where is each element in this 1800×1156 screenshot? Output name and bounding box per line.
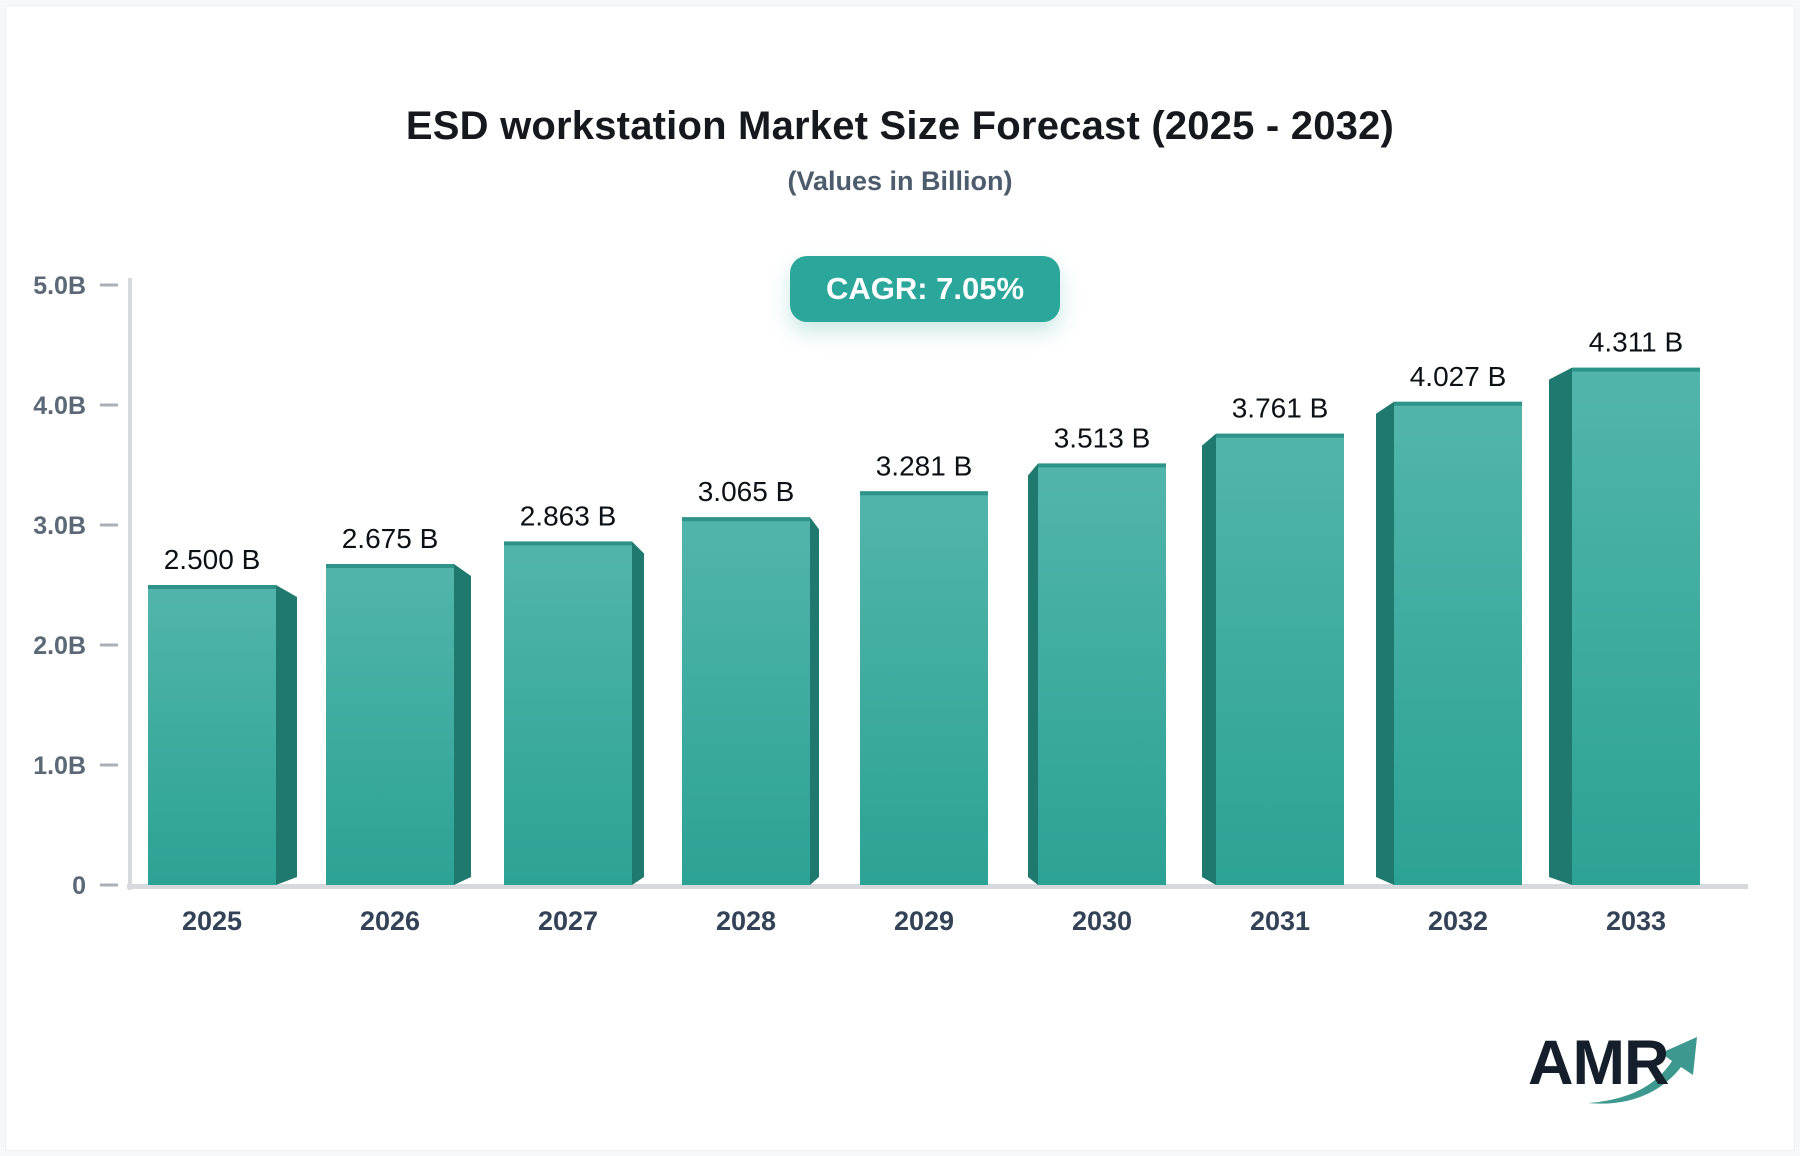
y-tick-label: 5.0B xyxy=(33,272,86,300)
cagr-badge: CAGR: 7.05% xyxy=(790,256,1060,322)
bar-top-edge xyxy=(1394,401,1522,406)
bar xyxy=(326,564,454,885)
x-tick-label: 2026 xyxy=(360,906,420,936)
bar xyxy=(860,491,988,885)
bar-top-edge xyxy=(1572,367,1700,372)
bar-top-edge xyxy=(326,564,454,568)
bar-top-edge xyxy=(1038,463,1166,468)
y-tick-mark xyxy=(100,883,118,887)
bar-side-face xyxy=(276,585,297,885)
bar xyxy=(1394,401,1522,885)
bar-top-edge xyxy=(504,541,632,546)
bar xyxy=(1572,367,1700,885)
y-tick-label: 2.0B xyxy=(33,632,86,660)
bar-top-edge xyxy=(682,517,810,522)
bar-value-label: 3.761 B xyxy=(1232,393,1329,424)
bar-value-label: 2.675 B xyxy=(342,523,439,554)
bar xyxy=(1038,463,1166,885)
bar-side-face xyxy=(632,541,644,885)
bar-top-edge xyxy=(148,585,276,589)
x-tick-label: 2033 xyxy=(1606,906,1666,936)
chart-title: ESD workstation Market Size Forecast (20… xyxy=(405,104,1395,148)
chart-subtitle: (Values in Billion) xyxy=(787,166,1013,196)
bar xyxy=(1216,433,1344,885)
x-tick-label: 2028 xyxy=(716,906,776,936)
bar xyxy=(148,585,276,885)
y-tick-label: 1.0B xyxy=(33,752,86,780)
logo-arrow-icon xyxy=(1588,1037,1697,1104)
x-tick-label: 2025 xyxy=(182,906,242,936)
bar-value-label: 2.863 B xyxy=(520,500,617,531)
bar-value-label: 3.065 B xyxy=(698,476,795,507)
y-tick-label: 0 xyxy=(72,872,86,900)
y-tick-mark xyxy=(100,283,118,287)
x-tick-label: 2027 xyxy=(538,906,598,936)
bar-side-face xyxy=(1549,367,1572,885)
y-tick-mark xyxy=(100,403,118,407)
bar-side-face xyxy=(1028,463,1038,885)
bar xyxy=(682,517,810,885)
x-tick-label: 2032 xyxy=(1428,906,1488,936)
x-axis-line xyxy=(127,884,1748,889)
bar-value-label: 2.500 B xyxy=(164,544,261,575)
bar-top-edge xyxy=(1216,433,1344,438)
bar xyxy=(504,541,632,885)
bar-side-face xyxy=(810,517,819,885)
x-tick-label: 2029 xyxy=(894,906,954,936)
y-tick-mark xyxy=(100,643,118,647)
bar-side-face xyxy=(1376,401,1394,885)
y-tick-label: 4.0B xyxy=(33,392,86,420)
bar-side-face xyxy=(1202,433,1216,885)
y-axis-line xyxy=(128,278,132,890)
amr-logo: AMR xyxy=(1528,1028,1669,1098)
y-tick-mark xyxy=(100,523,118,527)
bar-top-edge xyxy=(860,491,988,496)
y-tick-label: 3.0B xyxy=(33,512,86,540)
bar-side-face xyxy=(454,564,471,885)
x-tick-label: 2030 xyxy=(1072,906,1132,936)
bar-value-label: 4.311 B xyxy=(1589,327,1683,358)
bar-value-label: 3.513 B xyxy=(1054,422,1151,453)
y-tick-mark xyxy=(100,763,118,767)
bar-value-label: 4.027 B xyxy=(1410,361,1507,392)
x-tick-label: 2031 xyxy=(1250,906,1310,936)
bar-value-label: 3.281 B xyxy=(876,450,973,481)
